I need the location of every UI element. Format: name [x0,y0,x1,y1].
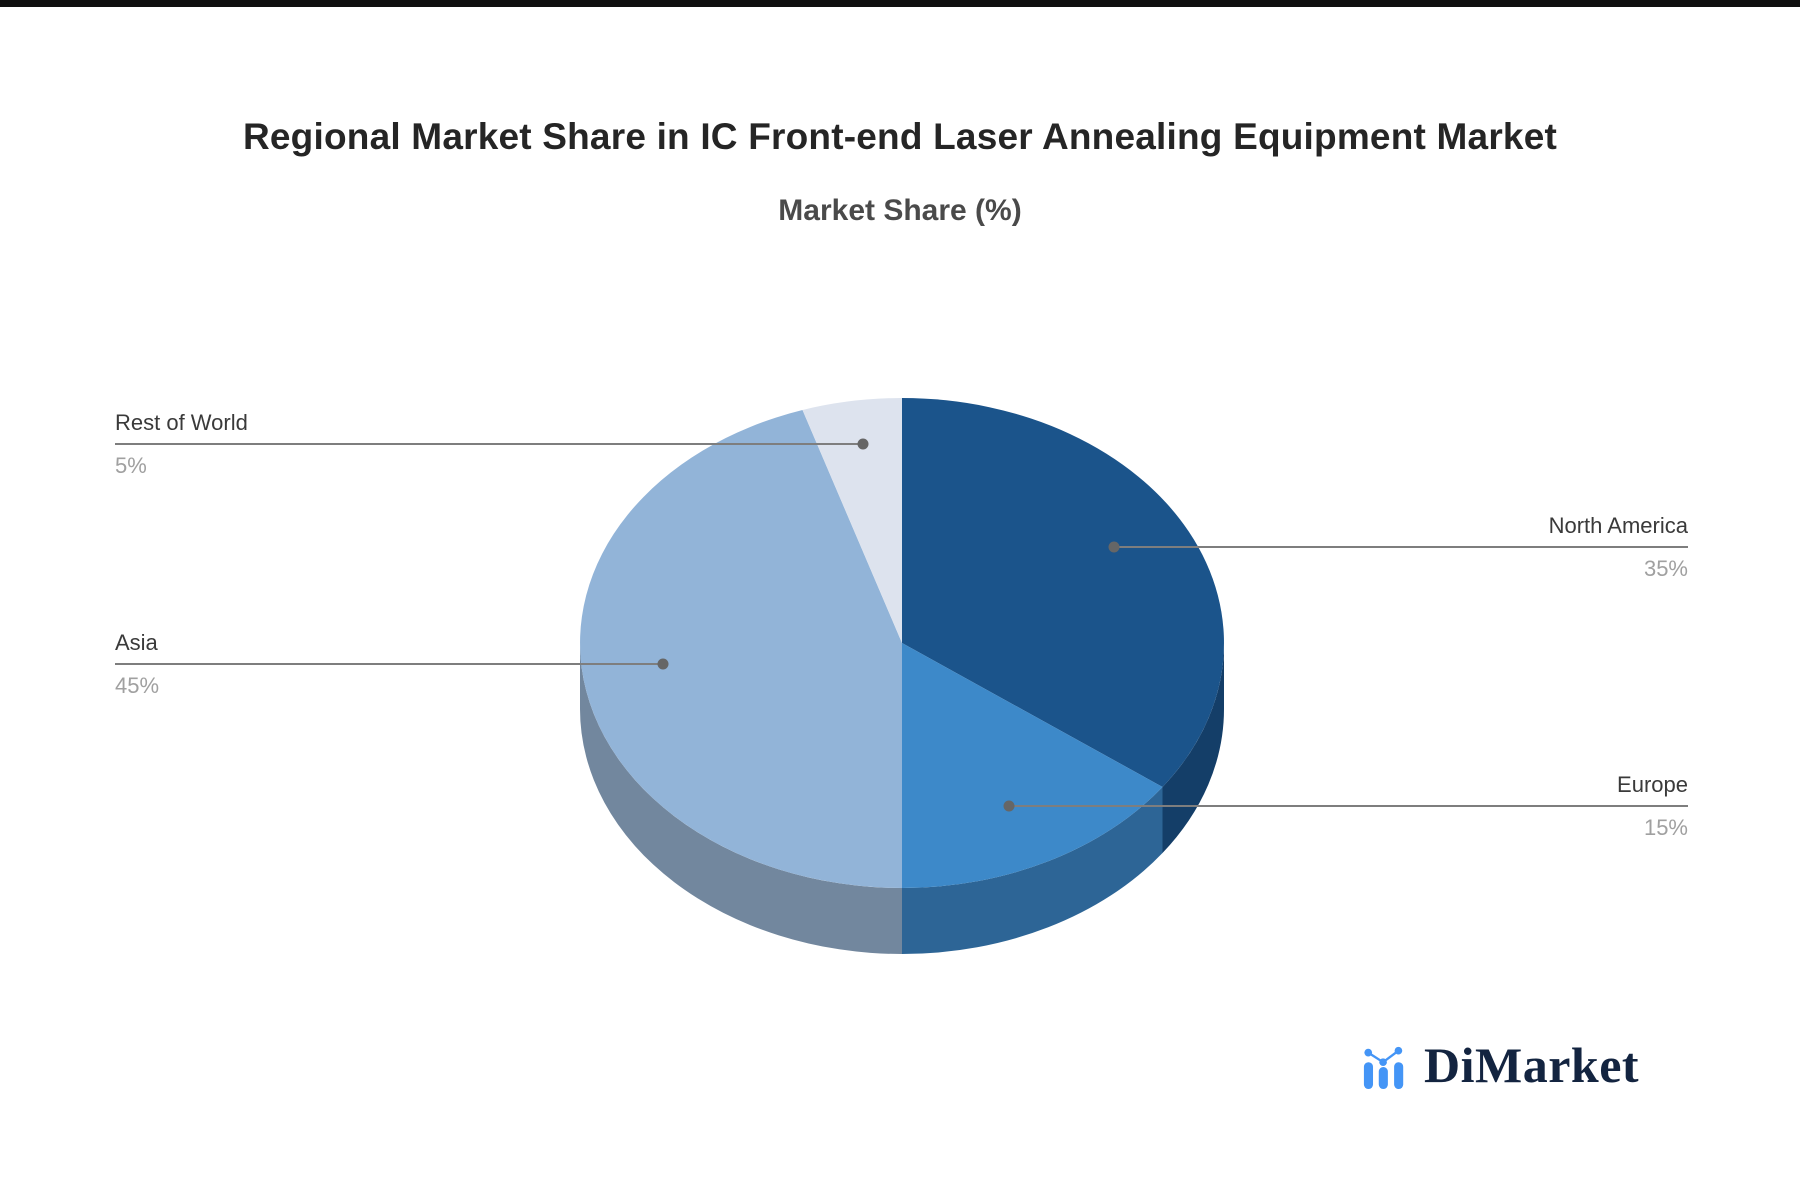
callout-anchor-dot [1003,800,1015,812]
pie-slice-north-america[interactable] [902,398,1224,787]
callout-anchor-dot [857,438,869,450]
callout-value: 5% [115,453,147,478]
chart-subtitle: Market Share (%) [778,194,1022,227]
pie-slice-asia[interactable] [580,410,902,888]
callout-value: 45% [115,673,160,698]
pie-slice-side-asia [580,643,902,954]
callout-value: 35% [1643,556,1688,581]
chart-title: Regional Market Share in IC Front-end La… [242,116,1557,157]
pie-slice-europe[interactable] [902,643,1163,888]
callout-label: Europe [1617,772,1688,797]
logo-text: DiMarket [1424,1037,1640,1093]
bar-line-chart-icon [1363,1046,1404,1090]
callout-asia: Asia 45% [115,630,535,699]
callout-label: Rest of World [115,410,248,435]
callout-value: 15% [1643,815,1688,840]
callout-anchor-dot [1108,541,1120,553]
callout-label: Asia [115,630,158,655]
pie-slice-side-europe [902,787,1163,954]
callout-rest-of-world: Rest of World 5% [115,410,535,479]
window-top-edge [0,0,1800,7]
callout-north-america: North America 35% [1268,513,1688,582]
dimarket-logo: DiMarket [1362,1040,1639,1090]
callout-europe: Europe 15% [1268,772,1688,841]
callout-anchor-dot [657,658,669,670]
pie-slice-rest-of-world[interactable] [802,398,903,643]
pie-slice-side-north-america [1162,643,1224,853]
callout-label: North America [1548,513,1688,538]
